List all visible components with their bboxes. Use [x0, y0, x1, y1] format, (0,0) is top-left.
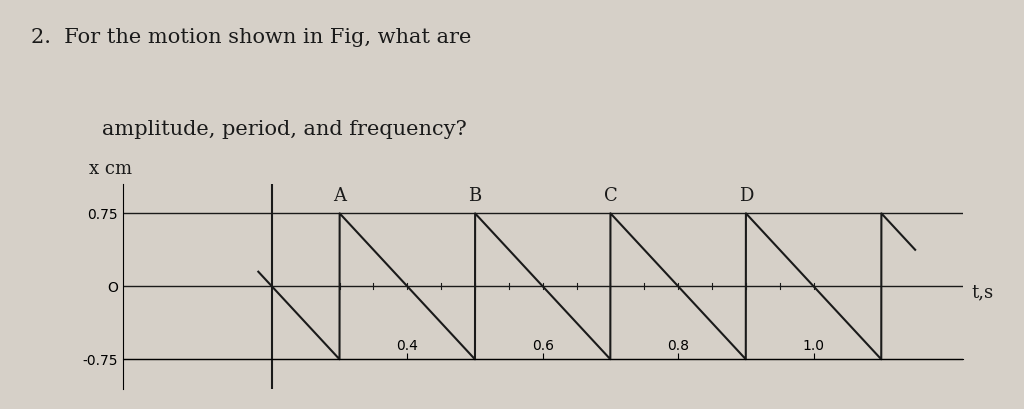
- Text: t,s: t,s: [971, 283, 993, 301]
- Text: D: D: [738, 187, 753, 205]
- Text: x cm: x cm: [89, 160, 132, 178]
- Text: B: B: [468, 187, 481, 205]
- Text: C: C: [603, 187, 617, 205]
- Text: amplitude, period, and frequency?: amplitude, period, and frequency?: [102, 119, 467, 139]
- Text: 2.  For the motion shown in Fig, what are: 2. For the motion shown in Fig, what are: [31, 27, 471, 47]
- Text: A: A: [333, 187, 346, 205]
